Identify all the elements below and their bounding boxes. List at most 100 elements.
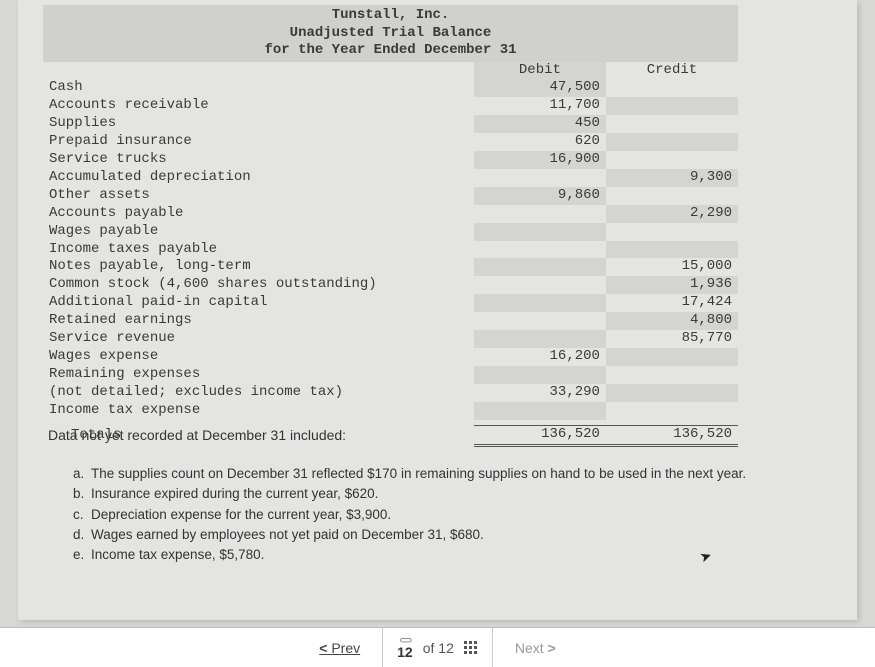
row-label: Income taxes payable <box>43 241 474 259</box>
trial-balance: Tunstall, Inc. Unadjusted Trial Balance … <box>43 5 738 447</box>
row-debit: 620 <box>474 133 606 151</box>
next-label: Next <box>515 640 544 656</box>
row-debit: 16,900 <box>474 151 606 169</box>
row-label: Other assets <box>43 187 474 205</box>
row-credit <box>606 79 738 97</box>
row-label: Wages payable <box>43 223 474 241</box>
tb-header: Tunstall, Inc. Unadjusted Trial Balance … <box>43 5 738 62</box>
row-credit: 2,290 <box>606 205 738 223</box>
item-text: Insurance expired during the current yea… <box>91 486 378 501</box>
paper-sheet: Tunstall, Inc. Unadjusted Trial Balance … <box>18 0 857 620</box>
question-item: d.Wages earned by employees not yet paid… <box>73 525 853 545</box>
table-row: Service trucks16,900 <box>43 151 738 169</box>
report-period: for the Year Ended December 31 <box>43 42 738 62</box>
row-credit <box>606 97 738 115</box>
row-debit: 33,290 <box>474 384 606 402</box>
row-debit: 11,700 <box>474 97 606 115</box>
row-label: Service revenue <box>43 330 474 348</box>
page-of: of 12 <box>423 640 454 656</box>
row-debit: 16,200 <box>474 348 606 366</box>
row-credit <box>606 151 738 169</box>
row-label: Additional paid-in capital <box>43 294 474 312</box>
row-label: (not detailed; excludes income tax) <box>43 384 474 402</box>
chevron-right-icon: > <box>548 640 556 656</box>
row-credit <box>606 366 738 384</box>
col-credit: Credit <box>606 62 738 80</box>
row-debit <box>474 366 606 384</box>
next-button[interactable]: Next > <box>493 640 578 656</box>
prev-label: Prev <box>331 640 360 656</box>
row-label: Notes payable, long-term <box>43 258 474 276</box>
table-row: Cash47,500 <box>43 79 738 97</box>
row-label: Accounts payable <box>43 205 474 223</box>
row-label: Accounts receivable <box>43 97 474 115</box>
table-row: Notes payable, long-term 15,000 <box>43 258 738 276</box>
table-row: Accounts receivable11,700 <box>43 97 738 115</box>
row-debit <box>474 294 606 312</box>
question-item: c.Depreciation expense for the current y… <box>73 505 853 525</box>
table-row: Supplies450 <box>43 115 738 133</box>
prev-button[interactable]: < Prev <box>297 640 382 656</box>
item-letter: c. <box>73 505 91 525</box>
trial-balance-table: Debit Credit Cash47,500Accounts receivab… <box>43 62 738 448</box>
item-text: The supplies count on December 31 reflec… <box>91 466 746 481</box>
table-row: Wages payable <box>43 223 738 241</box>
table-row: Other assets9,860 <box>43 187 738 205</box>
col-debit: Debit <box>474 62 606 80</box>
question-item: b.Insurance expired during the current y… <box>73 484 853 504</box>
row-label: Wages expense <box>43 348 474 366</box>
item-letter: b. <box>73 484 91 504</box>
row-credit: 17,424 <box>606 294 738 312</box>
table-row: Wages expense16,200 <box>43 348 738 366</box>
item-text: Income tax expense, $5,780. <box>91 547 264 562</box>
row-label: Prepaid insurance <box>43 133 474 151</box>
row-credit <box>606 384 738 402</box>
question-prompt: Data not yet recorded at December 31 inc… <box>48 425 848 446</box>
pager: ⊂⊃ 12 of 12 <box>382 628 493 667</box>
table-row: Remaining expenses <box>43 366 738 384</box>
table-row: Additional paid-in capital 17,424 <box>43 294 738 312</box>
question-items: a.The supplies count on December 31 refl… <box>73 464 853 565</box>
row-debit <box>474 258 606 276</box>
row-debit <box>474 205 606 223</box>
row-debit: 450 <box>474 115 606 133</box>
table-row: Accounts payable 2,290 <box>43 205 738 223</box>
question-item: a.The supplies count on December 31 refl… <box>73 464 853 484</box>
row-debit <box>474 330 606 348</box>
table-row: Retained earnings4,800 <box>43 312 738 330</box>
table-row: Prepaid insurance620 <box>43 133 738 151</box>
row-credit <box>606 223 738 241</box>
table-row: Income taxes payable <box>43 241 738 259</box>
row-credit <box>606 115 738 133</box>
row-label: Common stock (4,600 shares outstanding) <box>43 276 474 294</box>
row-label: Remaining expenses <box>43 366 474 384</box>
row-label: Retained earnings <box>43 312 474 330</box>
item-text: Wages earned by employees not yet paid o… <box>91 527 484 542</box>
chevron-left-icon: < <box>319 640 327 656</box>
row-debit <box>474 241 606 259</box>
row-debit: 9,860 <box>474 187 606 205</box>
table-row: Common stock (4,600 shares outstanding) 1… <box>43 276 738 294</box>
row-debit <box>474 223 606 241</box>
report-title: Unadjusted Trial Balance <box>43 25 738 43</box>
row-label: Cash <box>43 79 474 97</box>
row-credit: 15,000 <box>606 258 738 276</box>
row-credit <box>606 348 738 366</box>
row-credit: 1,936 <box>606 276 738 294</box>
row-label: Accumulated depreciation <box>43 169 474 187</box>
table-row: (not detailed; excludes income tax)33,29… <box>43 384 738 402</box>
item-letter: e. <box>73 545 91 565</box>
company-name: Tunstall, Inc. <box>43 5 738 25</box>
row-debit <box>474 402 606 420</box>
grid-icon[interactable] <box>464 641 478 655</box>
item-letter: d. <box>73 525 91 545</box>
table-row: Income tax expense <box>43 402 738 420</box>
row-debit: 47,500 <box>474 79 606 97</box>
question-item: e.Income tax expense, $5,780. <box>73 545 853 565</box>
row-debit <box>474 276 606 294</box>
item-letter: a. <box>73 464 91 484</box>
footer-nav: < Prev ⊂⊃ 12 of 12 Next > <box>0 627 875 667</box>
table-row: Service revenue85,770 <box>43 330 738 348</box>
row-label: Service trucks <box>43 151 474 169</box>
row-debit <box>474 169 606 187</box>
